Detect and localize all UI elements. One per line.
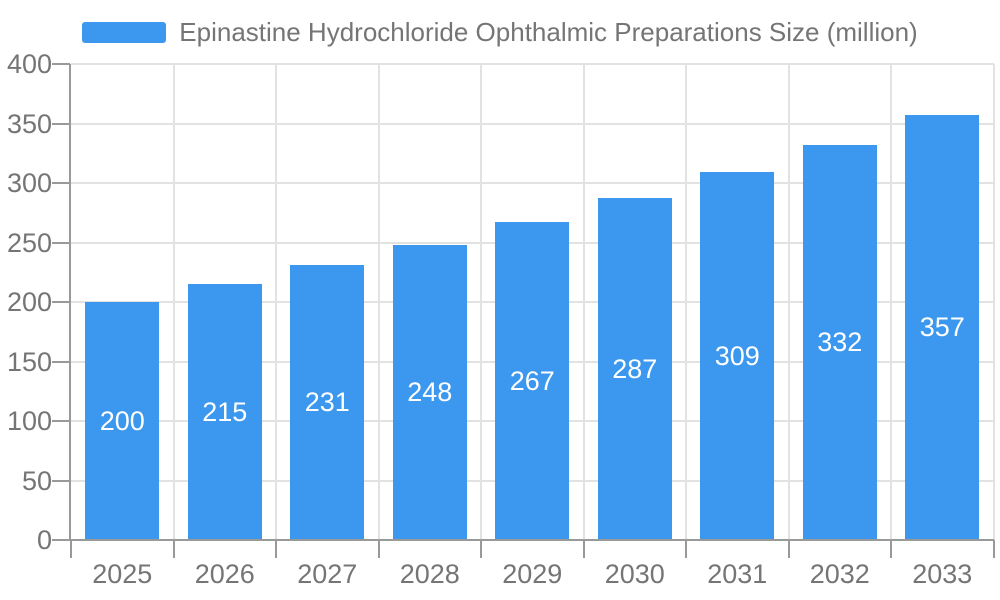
x-axis-tick-label: 2025 [92,559,153,589]
v-gridline [275,64,277,540]
y-axis-tick-label: 400 [6,49,52,79]
y-axis-tick [52,182,70,184]
y-axis-tick [52,122,70,125]
y-axis-tick-label: 350 [6,108,52,139]
x-axis-tick-label: 2027 [297,559,358,589]
bar-value-label: 357 [919,312,965,343]
x-axis-tick [787,540,790,558]
y-axis-tick-label: 300 [6,168,52,198]
legend-label: Epinastine Hydrochloride Ophthalmic Prep… [179,17,918,47]
y-axis-tick [52,420,70,422]
x-axis-tick-label: 2028 [399,559,460,589]
y-axis-tick [52,241,70,244]
y-axis-tick-label: 250 [6,227,52,258]
bar[interactable]: 309 [700,172,775,540]
v-gridline [172,64,175,540]
x-axis-tick-label: 2030 [604,559,665,589]
x-axis-tick [890,540,892,558]
bar-value-label: 200 [99,405,145,436]
bar[interactable]: 200 [85,302,160,540]
x-axis-line [69,539,994,541]
bar-value-label: 248 [407,376,453,407]
y-axis-tick [52,63,70,65]
x-axis-tick-label: 2031 [707,559,768,589]
bar[interactable]: 287 [597,198,672,540]
x-axis-tick [685,540,687,558]
x-axis-tick [275,540,277,558]
bar[interactable]: 332 [802,144,877,540]
y-axis-line [69,64,71,540]
bar-value-label: 267 [509,365,555,396]
bar[interactable]: 231 [290,265,365,540]
x-axis-tick [480,540,482,558]
legend-swatch-icon [82,22,167,43]
y-axis-tick [52,301,70,303]
y-axis-tick [52,360,70,363]
y-axis-tick-label: 0 [36,525,52,555]
bar[interactable]: 357 [905,115,980,540]
x-axis-tick [172,540,175,558]
bar-value-label: 215 [202,396,248,427]
v-gridline [992,64,995,540]
v-gridline [480,64,482,540]
y-axis-tick [52,479,70,482]
bar[interactable]: 267 [495,222,570,540]
h-gridline [71,63,994,65]
v-gridline [685,64,687,540]
v-gridline [377,64,380,540]
y-axis-tick-label: 100 [6,406,52,436]
bar-value-label: 309 [714,340,760,371]
y-axis-tick-label: 150 [6,346,52,377]
x-axis-tick [582,540,585,558]
bar[interactable]: 215 [187,284,262,540]
h-gridline [71,122,994,125]
v-gridline [890,64,892,540]
legend[interactable]: Epinastine Hydrochloride Ophthalmic Prep… [0,17,1000,48]
y-axis-tick [52,539,70,541]
h-gridline [71,182,994,184]
bar-value-label: 287 [612,353,658,384]
y-axis-tick-label: 50 [21,465,52,496]
v-gridline [582,64,585,540]
bar-value-label: 332 [817,326,863,357]
x-axis-tick-label: 2026 [194,559,255,589]
y-axis-tick-label: 200 [6,287,52,317]
bar-value-label: 231 [304,387,350,418]
x-axis-tick-label: 2032 [809,559,870,589]
x-axis-tick [70,540,72,558]
x-axis-tick-label: 2029 [502,559,563,589]
x-axis-tick-label: 2033 [912,559,973,589]
bar[interactable]: 248 [392,244,467,540]
x-axis-tick [377,540,380,558]
x-axis-tick [992,540,995,558]
v-gridline [787,64,790,540]
